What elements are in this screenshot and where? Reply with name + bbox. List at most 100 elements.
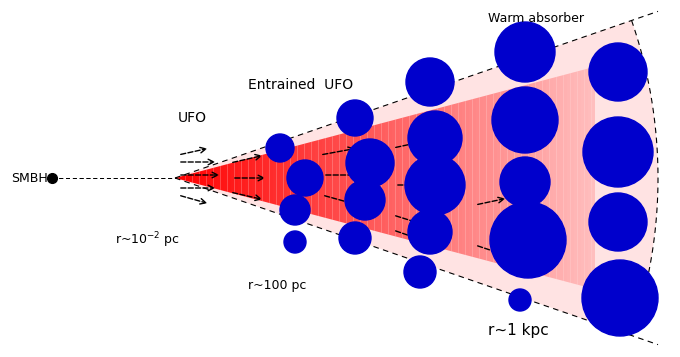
Polygon shape: [357, 129, 360, 227]
Polygon shape: [308, 142, 311, 214]
Circle shape: [509, 289, 531, 311]
Polygon shape: [175, 177, 178, 179]
Polygon shape: [522, 85, 525, 271]
Circle shape: [406, 58, 454, 106]
Polygon shape: [528, 84, 532, 273]
Polygon shape: [511, 88, 515, 268]
Polygon shape: [500, 91, 504, 265]
Polygon shape: [577, 70, 581, 286]
Polygon shape: [420, 112, 424, 244]
Circle shape: [405, 155, 465, 215]
Circle shape: [280, 195, 310, 225]
Polygon shape: [305, 143, 308, 213]
Polygon shape: [217, 166, 220, 190]
Polygon shape: [543, 80, 546, 276]
Polygon shape: [490, 94, 494, 262]
Polygon shape: [256, 156, 259, 200]
Polygon shape: [175, 11, 658, 345]
Polygon shape: [182, 175, 186, 181]
Polygon shape: [311, 141, 315, 215]
Circle shape: [404, 256, 436, 288]
Polygon shape: [367, 126, 371, 230]
Circle shape: [582, 260, 658, 336]
Polygon shape: [269, 152, 273, 204]
Polygon shape: [483, 95, 486, 261]
Polygon shape: [518, 86, 522, 270]
Polygon shape: [388, 121, 392, 236]
Polygon shape: [290, 146, 294, 210]
Polygon shape: [273, 151, 277, 205]
Polygon shape: [199, 171, 203, 185]
Circle shape: [266, 134, 294, 162]
Polygon shape: [574, 71, 577, 285]
Polygon shape: [333, 135, 336, 221]
Polygon shape: [553, 77, 556, 279]
Polygon shape: [210, 168, 214, 188]
Polygon shape: [280, 149, 284, 207]
Polygon shape: [245, 159, 248, 197]
Polygon shape: [441, 107, 445, 250]
Polygon shape: [392, 120, 396, 236]
Polygon shape: [235, 161, 238, 195]
Polygon shape: [326, 137, 329, 219]
Polygon shape: [556, 76, 560, 280]
Polygon shape: [515, 87, 518, 269]
Polygon shape: [504, 90, 507, 266]
Polygon shape: [196, 171, 199, 185]
Polygon shape: [277, 150, 280, 206]
Polygon shape: [532, 82, 536, 273]
Polygon shape: [507, 89, 511, 267]
Circle shape: [583, 117, 653, 187]
Polygon shape: [231, 162, 235, 194]
Polygon shape: [525, 84, 528, 272]
Polygon shape: [385, 121, 388, 235]
Circle shape: [339, 222, 371, 254]
Polygon shape: [406, 116, 409, 240]
Text: UFO: UFO: [178, 111, 207, 125]
Polygon shape: [203, 170, 207, 186]
Polygon shape: [434, 109, 437, 247]
Polygon shape: [546, 79, 549, 277]
Text: SMBH: SMBH: [12, 171, 48, 185]
Polygon shape: [238, 160, 241, 196]
Polygon shape: [452, 104, 455, 252]
Circle shape: [337, 100, 373, 136]
Polygon shape: [284, 148, 287, 208]
Polygon shape: [466, 100, 469, 256]
Circle shape: [492, 87, 558, 153]
Polygon shape: [228, 163, 231, 193]
Circle shape: [495, 22, 555, 82]
Polygon shape: [360, 128, 364, 228]
Polygon shape: [494, 93, 497, 263]
Polygon shape: [479, 96, 483, 260]
Text: r~10$^{-2}$ pc: r~10$^{-2}$ pc: [115, 230, 180, 250]
Polygon shape: [189, 174, 192, 183]
Polygon shape: [220, 165, 224, 191]
Polygon shape: [266, 153, 269, 203]
Polygon shape: [214, 167, 217, 189]
Polygon shape: [424, 111, 427, 245]
Polygon shape: [178, 176, 182, 180]
Polygon shape: [378, 123, 381, 233]
Text: Warm absorber: Warm absorber: [488, 11, 584, 25]
Polygon shape: [560, 75, 564, 281]
Circle shape: [346, 139, 394, 187]
Polygon shape: [497, 92, 500, 264]
Polygon shape: [567, 73, 571, 283]
Polygon shape: [448, 105, 452, 251]
Polygon shape: [571, 72, 574, 284]
Polygon shape: [581, 70, 585, 287]
Circle shape: [589, 193, 647, 251]
Polygon shape: [315, 140, 318, 216]
Polygon shape: [403, 117, 406, 239]
Polygon shape: [241, 160, 245, 197]
Circle shape: [284, 231, 306, 253]
Polygon shape: [375, 124, 378, 232]
Polygon shape: [396, 119, 399, 237]
Polygon shape: [549, 78, 553, 278]
Polygon shape: [476, 97, 479, 259]
Polygon shape: [350, 131, 354, 225]
Circle shape: [500, 157, 550, 207]
Text: r~100 pc: r~100 pc: [248, 278, 307, 292]
Polygon shape: [409, 115, 413, 241]
